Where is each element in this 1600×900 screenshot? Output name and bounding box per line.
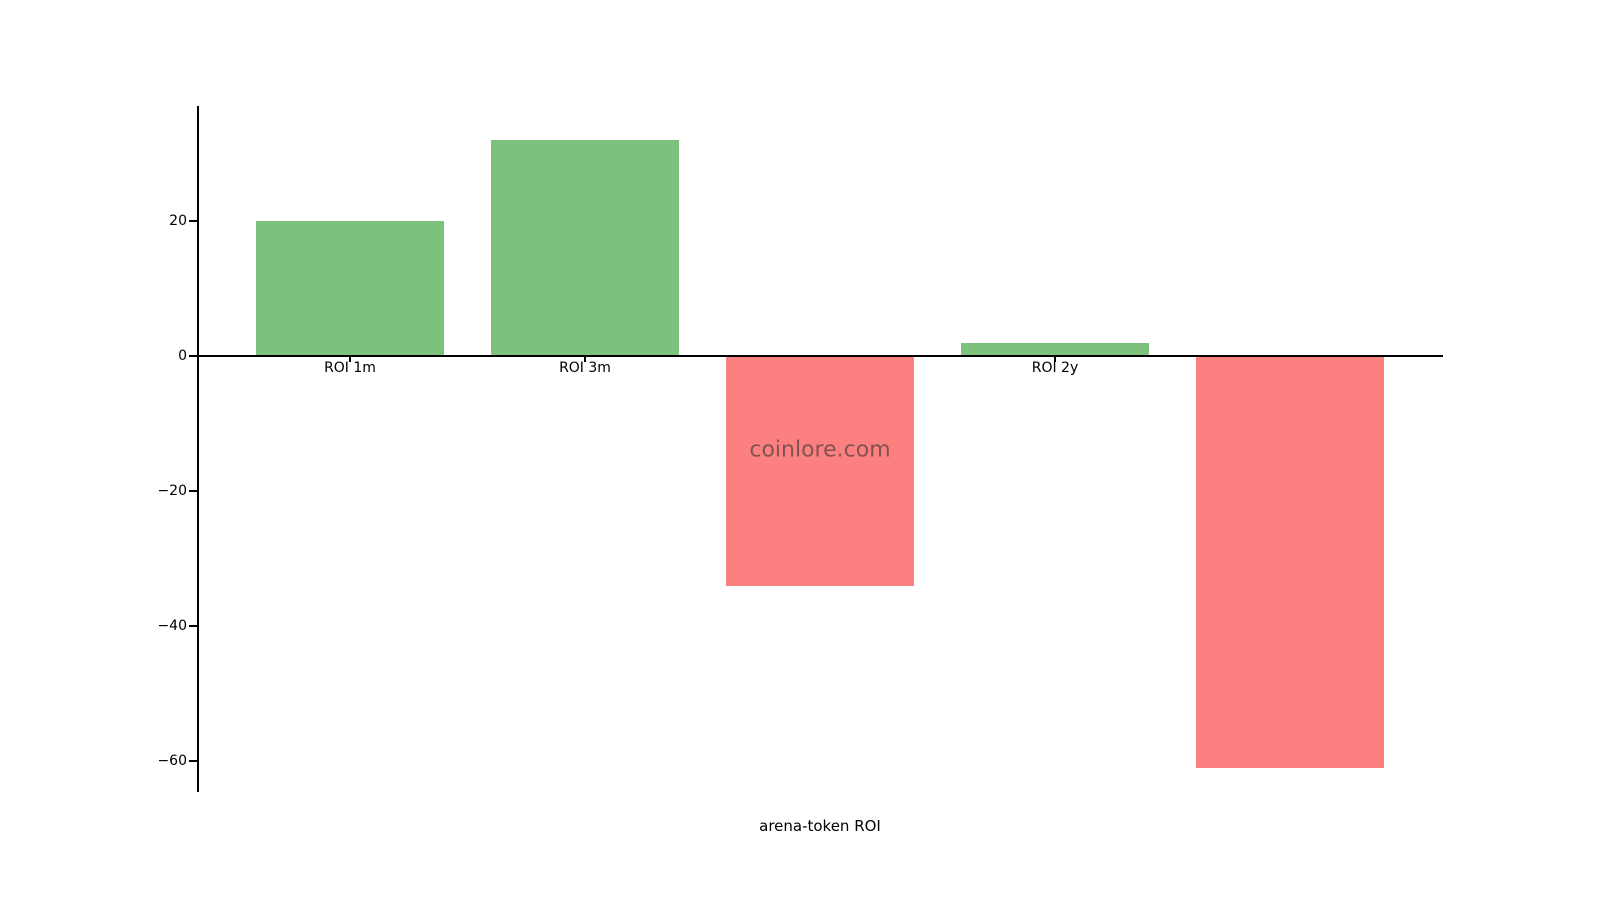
y-tick-mark [189,490,197,492]
bar-unlabeled-5 [1196,356,1384,768]
x-tick-mark [584,356,586,362]
y-tick-label: −20 [157,483,187,499]
bar-roi-1m [256,221,444,356]
y-tick-label: 0 [178,348,187,364]
x-tick-label: ROI 2y [1031,360,1079,376]
x-axis-zero-line [197,355,1443,357]
y-tick-label: 20 [169,213,187,229]
y-tick-mark [189,760,197,762]
y-tick-label: −40 [157,618,187,634]
y-tick-mark [189,625,197,627]
x-tick-label: ROI 3m [559,360,611,376]
bar-roi-2y [961,342,1149,356]
x-tick-mark [349,356,351,362]
y-tick-mark [189,355,197,357]
x-tick-label: ROI 1m [324,360,376,376]
watermark-text: coinlore.com [749,437,891,463]
x-tick-mark [1054,356,1056,362]
y-axis-spine [197,106,199,792]
y-tick-label: −60 [157,753,187,769]
bar-unlabeled-3 [726,356,914,586]
x-axis-title: arena-token ROI [759,817,881,835]
bar-roi-3m [491,140,679,356]
y-tick-mark [189,220,197,222]
